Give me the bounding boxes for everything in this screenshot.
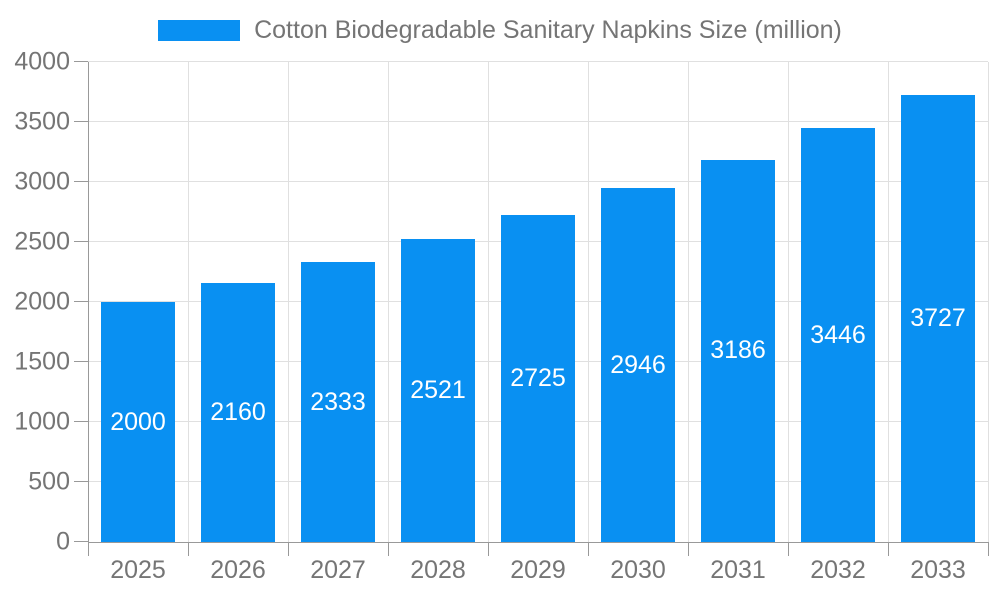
bar-2030[interactable]: 2946: [601, 188, 675, 542]
x-axis-tick-label: 2032: [810, 556, 866, 584]
bar-2031[interactable]: 3186: [701, 159, 775, 542]
legend[interactable]: Cotton Biodegradable Sanitary Napkins Si…: [0, 14, 1000, 46]
gridline-vertical: [488, 62, 489, 542]
gridline-vertical: [788, 62, 789, 542]
y-axis-tick: [74, 301, 88, 302]
bar-2028[interactable]: 2521: [401, 239, 475, 542]
y-axis-tick-label: 2000: [14, 287, 70, 316]
y-axis-tick-label: 1500: [14, 347, 70, 376]
bar-value-label: 2725: [510, 364, 566, 392]
bar-2032[interactable]: 3446: [801, 128, 875, 542]
bar-value-label: 2521: [410, 376, 466, 405]
bar-value-label: 3186: [710, 336, 766, 365]
x-axis-tick-label: 2030: [610, 556, 666, 584]
gridline-vertical: [288, 62, 289, 542]
y-axis-tick-label: 0: [56, 527, 70, 556]
y-axis-tick: [74, 121, 88, 122]
y-axis-tick: [74, 421, 88, 422]
y-axis-tick-label: 1000: [14, 407, 70, 436]
gridline-horizontal: [88, 121, 988, 122]
bar-value-label: 3727: [910, 303, 966, 332]
legend-swatch-icon: [158, 19, 241, 41]
x-axis-tick: [788, 542, 789, 556]
x-axis-tick: [188, 542, 189, 556]
x-axis-tick-label: 2033: [910, 556, 966, 584]
y-axis-tick-label: 3500: [14, 107, 70, 136]
x-axis-tick: [288, 542, 289, 556]
y-axis-tick: [74, 61, 88, 62]
bar-2027[interactable]: 2333: [301, 262, 375, 542]
y-axis-tick-label: 4000: [14, 47, 70, 76]
y-axis-tick-label: 3000: [14, 167, 70, 196]
x-axis-tick-label: 2029: [510, 556, 566, 584]
x-axis-tick-label: 2026: [210, 556, 266, 584]
y-axis-tick: [74, 361, 88, 362]
bar-2025[interactable]: 2000: [101, 302, 175, 542]
gridline-vertical: [588, 62, 589, 542]
x-axis-tick-label: 2025: [110, 556, 166, 584]
bar-value-label: 2000: [110, 407, 166, 436]
y-axis-tick: [74, 181, 88, 182]
x-axis-tick-label: 2028: [410, 556, 466, 584]
x-axis-line: [88, 542, 989, 543]
x-axis-tick-label: 2031: [710, 556, 766, 584]
gridline-vertical: [988, 62, 989, 542]
y-axis-tick: [74, 481, 88, 482]
bar-value-label: 3446: [810, 320, 866, 349]
y-axis-tick: [74, 541, 88, 542]
gridline-vertical: [388, 62, 389, 542]
y-axis-tick-label: 2500: [14, 227, 70, 256]
gridline-vertical: [188, 62, 189, 542]
legend-label: Cotton Biodegradable Sanitary Napkins Si…: [254, 15, 842, 44]
x-axis-tick: [888, 542, 889, 556]
y-axis-tick-label: 500: [28, 467, 70, 496]
gridline-vertical: [888, 62, 889, 542]
x-axis-tick: [388, 542, 389, 556]
x-axis-tick: [588, 542, 589, 556]
bar-2026[interactable]: 2160: [201, 282, 275, 542]
gridline-horizontal: [88, 61, 988, 62]
x-axis-tick: [688, 542, 689, 556]
x-axis-tick: [88, 542, 89, 556]
gridline-horizontal: [88, 181, 988, 182]
x-axis-tick: [988, 542, 989, 556]
bar-2029[interactable]: 2725: [501, 215, 575, 542]
y-axis-line: [88, 62, 89, 542]
y-axis-tick: [74, 241, 88, 242]
x-axis-tick: [488, 542, 489, 556]
gridline-vertical: [688, 62, 689, 542]
x-axis-tick-label: 2027: [310, 556, 366, 584]
bar-2033[interactable]: 3727: [901, 94, 975, 542]
bar-value-label: 2946: [610, 350, 666, 379]
bar-value-label: 2160: [210, 397, 266, 426]
bar-value-label: 2333: [310, 387, 366, 416]
